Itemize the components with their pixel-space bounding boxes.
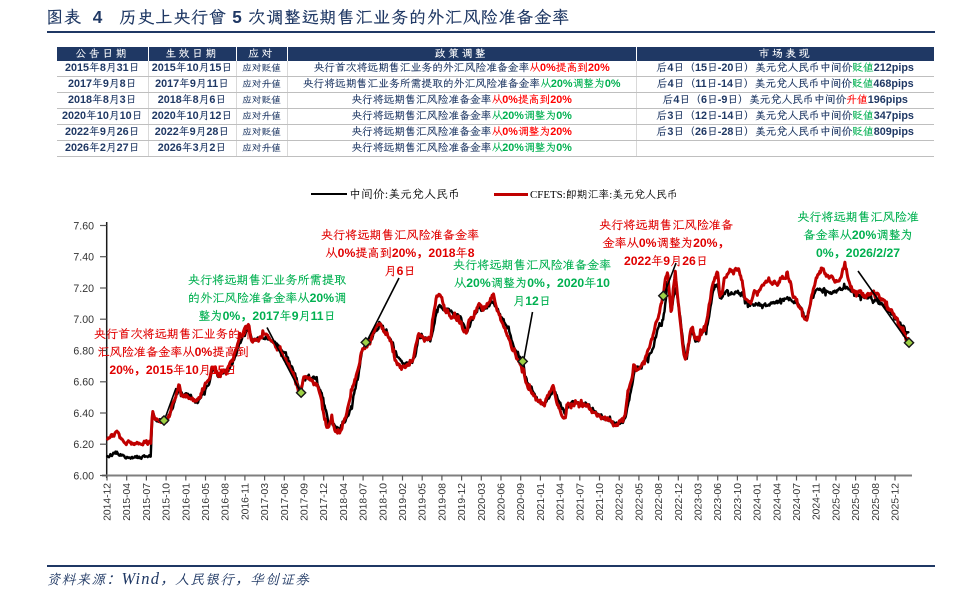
svg-text:2017-03: 2017-03 [260, 483, 271, 521]
svg-text:2019-05: 2019-05 [418, 483, 429, 521]
svg-text:2015-10: 2015-10 [162, 483, 173, 521]
svg-text:2014-12: 2014-12 [103, 483, 114, 521]
svg-text:2022-05: 2022-05 [634, 483, 645, 521]
svg-text:2015-07: 2015-07 [142, 483, 153, 521]
svg-text:2016-08: 2016-08 [221, 483, 232, 521]
svg-text:7.20: 7.20 [73, 283, 94, 295]
svg-text:2021-01: 2021-01 [536, 483, 547, 521]
svg-text:2024-04: 2024-04 [772, 483, 783, 521]
svg-text:2022-12: 2022-12 [674, 483, 685, 521]
svg-text:2025-02: 2025-02 [831, 483, 842, 521]
svg-text:2025-12: 2025-12 [891, 483, 902, 521]
svg-text:2015-04: 2015-04 [122, 483, 133, 521]
svg-text:6.80: 6.80 [73, 345, 94, 357]
svg-text:2018-04: 2018-04 [339, 483, 350, 521]
svg-text:2021-04: 2021-04 [556, 483, 567, 521]
svg-text:2018-10: 2018-10 [378, 483, 389, 521]
svg-text:2019-08: 2019-08 [437, 483, 448, 521]
svg-text:2023-06: 2023-06 [713, 483, 724, 521]
svg-text:6.40: 6.40 [73, 408, 94, 420]
svg-text:2016-05: 2016-05 [201, 483, 212, 521]
svg-text:2018-07: 2018-07 [359, 483, 370, 521]
svg-text:6.00: 6.00 [73, 470, 94, 482]
svg-text:2025-05: 2025-05 [851, 483, 862, 521]
svg-text:6.60: 6.60 [73, 377, 94, 389]
svg-text:7.00: 7.00 [73, 314, 94, 326]
svg-text:2019-02: 2019-02 [398, 483, 409, 521]
svg-text:2022-08: 2022-08 [654, 483, 665, 521]
svg-text:2021-10: 2021-10 [595, 483, 606, 521]
svg-text:2017-06: 2017-06 [280, 483, 291, 521]
svg-text:2019-12: 2019-12 [457, 483, 468, 521]
svg-text:2024-01: 2024-01 [753, 483, 764, 521]
svg-text:7.60: 7.60 [73, 220, 94, 232]
svg-text:2022-02: 2022-02 [615, 483, 626, 521]
svg-text:2023-03: 2023-03 [694, 483, 705, 521]
svg-text:2016-11: 2016-11 [240, 483, 251, 520]
svg-text:6.20: 6.20 [73, 439, 94, 451]
svg-text:2024-11: 2024-11 [812, 483, 823, 520]
svg-text:2024-07: 2024-07 [792, 483, 803, 521]
svg-text:2020-06: 2020-06 [497, 483, 508, 521]
svg-text:2016-01: 2016-01 [181, 483, 192, 521]
svg-text:2021-07: 2021-07 [575, 483, 586, 521]
svg-text:2023-10: 2023-10 [733, 483, 744, 521]
svg-text:2017-12: 2017-12 [319, 483, 330, 521]
svg-text:2025-08: 2025-08 [871, 483, 882, 521]
svg-text:2020-09: 2020-09 [516, 483, 527, 521]
svg-text:2017-09: 2017-09 [300, 483, 311, 521]
svg-text:2020-03: 2020-03 [477, 483, 488, 521]
svg-text:7.40: 7.40 [73, 252, 94, 264]
